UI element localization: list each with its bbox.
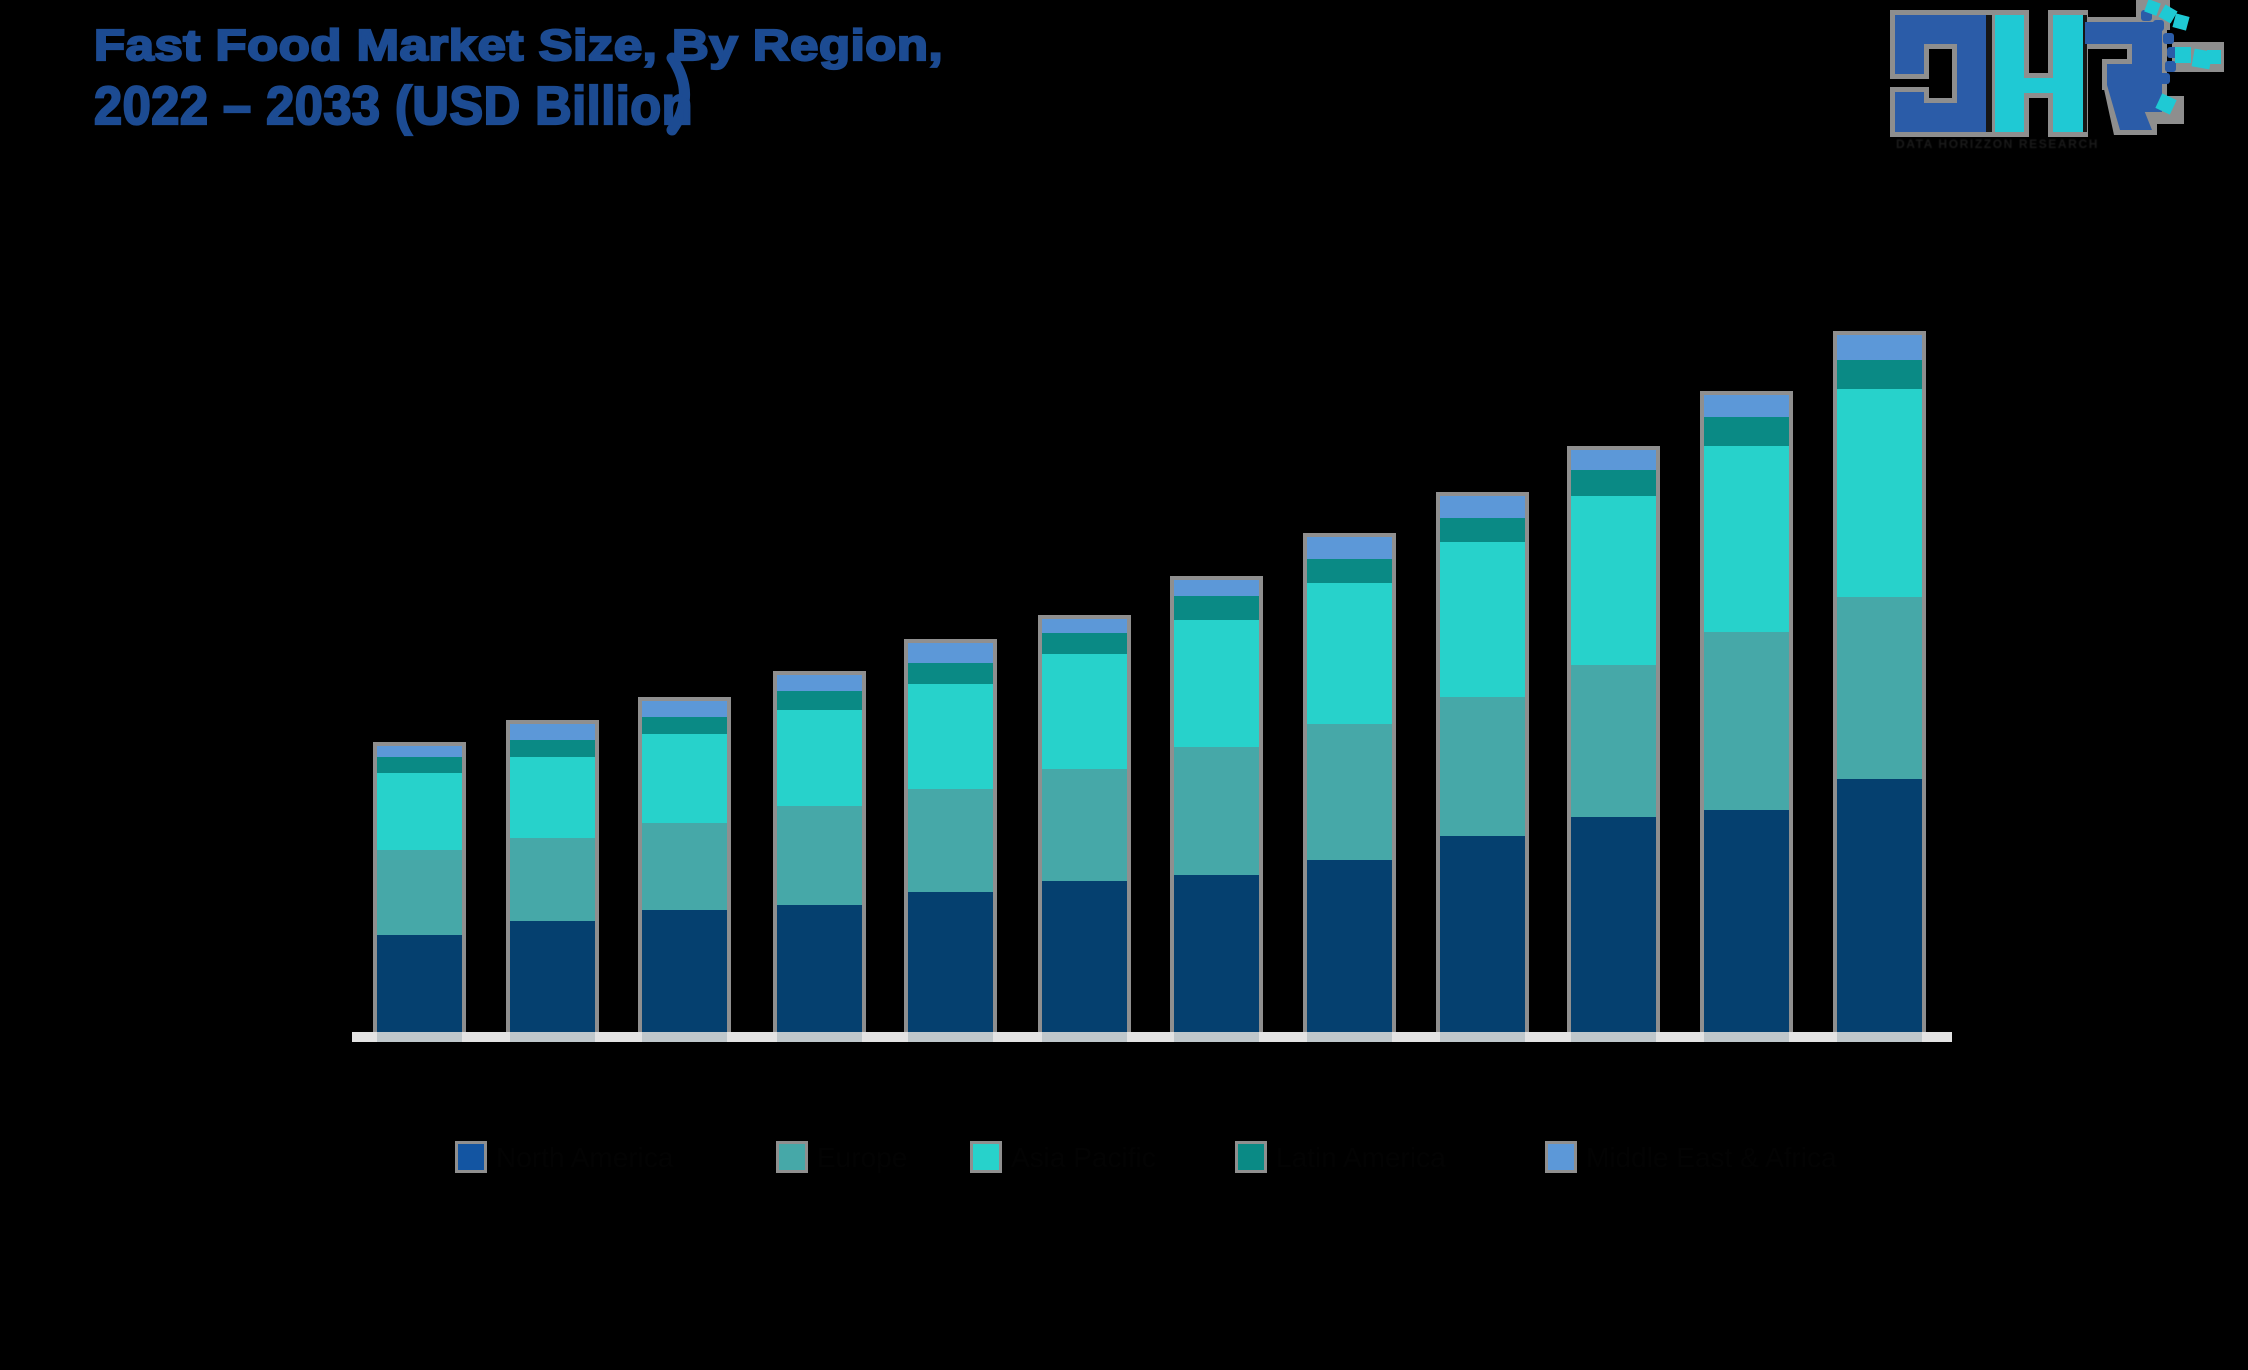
svg-text:Latin America: Latin America (1276, 1142, 1446, 1173)
svg-text:Middle East & Africa: Middle East & Africa (1586, 1142, 1837, 1173)
svg-text:Europe: Europe (817, 1142, 907, 1173)
svg-text:North America: North America (496, 1142, 674, 1173)
svg-text:Asia Pacific: Asia Pacific (1011, 1142, 1156, 1173)
